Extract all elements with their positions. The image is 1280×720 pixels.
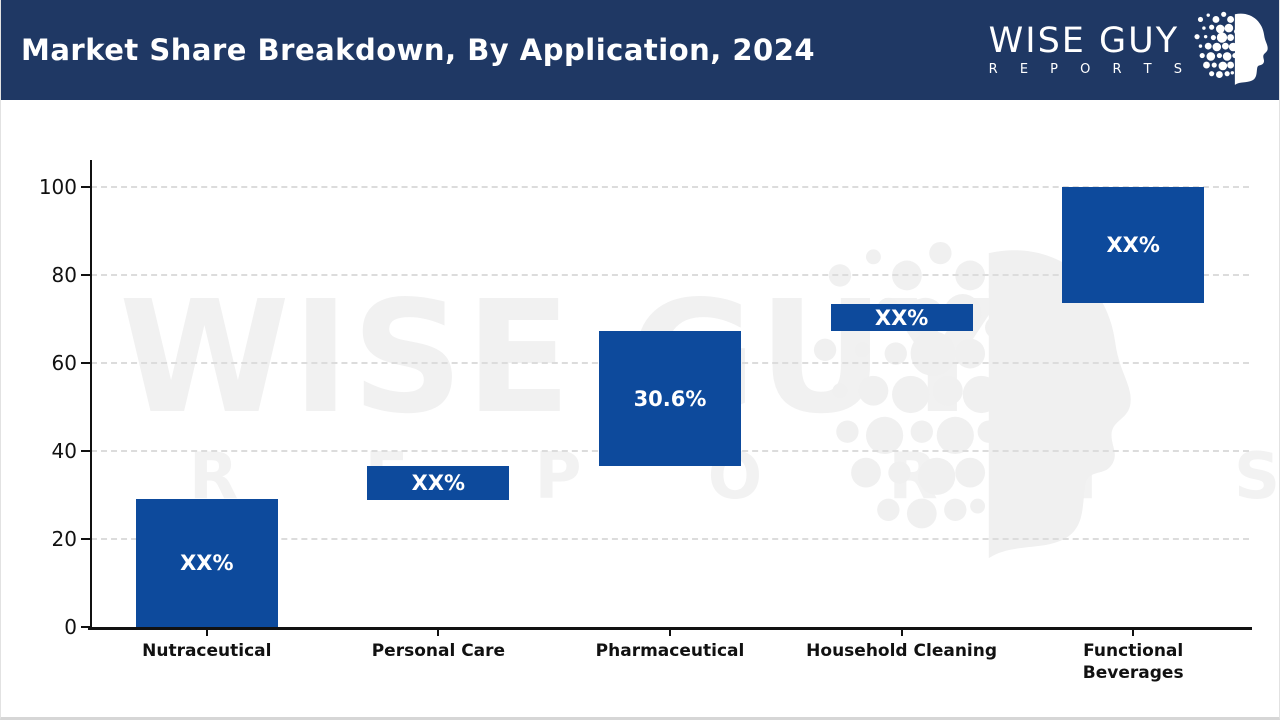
- x-tick-label: Household Cleaning: [806, 641, 998, 661]
- x-tick-label: Nutraceutical: [142, 641, 272, 661]
- x-tick-label: Personal Care: [371, 641, 506, 661]
- x-tick-mark: [669, 628, 671, 636]
- bar-pharmaceutical: 30.6%: [599, 331, 741, 466]
- y-axis-line: [90, 160, 92, 630]
- y-tick-label: 60: [51, 351, 77, 375]
- bar-functional-beverages: XX%: [1062, 187, 1205, 304]
- bar-value-label: XX%: [180, 551, 234, 576]
- bar-value-label: XX%: [1106, 233, 1160, 258]
- y-tick-mark: [81, 274, 90, 276]
- watermark-face-icon: [813, 241, 1131, 559]
- x-tick-mark: [900, 628, 903, 636]
- gridline-y-80: [91, 274, 1249, 276]
- bar-household-cleaning: XX%: [830, 304, 973, 332]
- brand-subname: R E P O R T S: [988, 61, 1191, 77]
- y-tick-label: 20: [51, 527, 77, 551]
- gridline-y-20: [91, 538, 1249, 540]
- x-tick-label: Functional Beverages: [1082, 641, 1184, 684]
- header-bar: Market Share Breakdown, By Application, …: [1, 0, 1279, 100]
- y-tick-label: 100: [38, 175, 77, 199]
- chart-region: WISE GUY R E P O R T S XX% XX% 30.6% XX% XX%: [1, 100, 1279, 717]
- x-tick-mark: [437, 628, 440, 636]
- bar-value-label: XX%: [411, 470, 466, 495]
- x-tick-mark: [1132, 628, 1135, 636]
- bar-value-label: 30.6%: [633, 386, 707, 411]
- x-tick-mark: [205, 628, 208, 636]
- plot-area: XX% XX% 30.6% XX% XX%: [91, 160, 1249, 627]
- y-tick-mark: [81, 626, 90, 628]
- bar-nutraceutical: XX%: [135, 499, 278, 627]
- y-tick-mark: [81, 450, 90, 452]
- y-tick-mark: [81, 362, 90, 364]
- brand-logo: WISE GUY R E P O R T S: [989, 0, 1271, 100]
- y-tick-mark: [81, 538, 90, 540]
- x-tick-label: Pharmaceutical: [595, 641, 745, 661]
- y-tick-mark: [81, 186, 90, 188]
- gridline-y-100: [91, 186, 1249, 188]
- brand-logo-text: WISE GUY R E P O R T S: [989, 23, 1191, 77]
- y-tick-label: 40: [51, 439, 77, 463]
- brand-face-icon: [1194, 11, 1268, 85]
- bar-personal-care: XX%: [367, 465, 510, 500]
- y-tick-label: 0: [64, 615, 77, 639]
- bar-value-label: XX%: [874, 305, 929, 330]
- brand-name: WISE GUY: [988, 21, 1180, 62]
- y-tick-label: 80: [51, 263, 77, 287]
- chart-title: Market Share Breakdown, By Application, …: [21, 33, 816, 67]
